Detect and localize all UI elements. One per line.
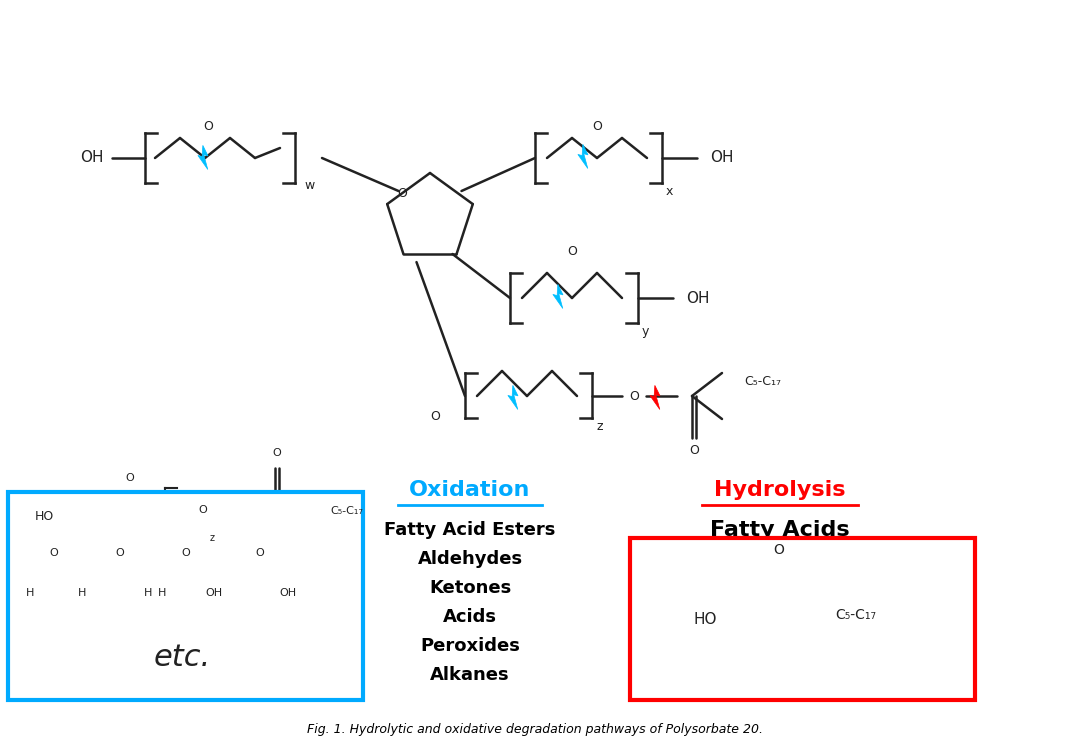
Text: OH: OH	[80, 150, 104, 165]
Text: Oxidation: Oxidation	[410, 480, 531, 500]
Polygon shape	[508, 385, 518, 409]
Bar	[7, 492, 363, 700]
Text: O: O	[689, 444, 699, 456]
Text: Peroxides: Peroxides	[421, 637, 520, 655]
Text: O: O	[203, 120, 213, 132]
Polygon shape	[578, 144, 589, 168]
Text: O: O	[125, 473, 135, 483]
Text: OH: OH	[710, 150, 734, 165]
Text: w: w	[304, 179, 315, 191]
Text: H: H	[78, 588, 87, 598]
Text: z: z	[596, 420, 602, 433]
Text: O: O	[199, 505, 208, 515]
Text: Alkanes: Alkanes	[430, 666, 509, 684]
Text: H: H	[143, 588, 152, 598]
Text: x: x	[666, 185, 673, 198]
Text: O: O	[116, 548, 124, 558]
Text: etc.: etc.	[153, 643, 211, 672]
Text: z: z	[210, 533, 215, 543]
Text: Aldehydes: Aldehydes	[417, 550, 522, 568]
Text: HO: HO	[35, 509, 55, 523]
Text: Fatty Acid Esters: Fatty Acid Esters	[384, 521, 555, 539]
Polygon shape	[649, 385, 660, 409]
Text: HO: HO	[693, 613, 717, 628]
Text: O: O	[182, 548, 190, 558]
Text: O: O	[592, 120, 602, 132]
Text: O: O	[629, 390, 639, 402]
Text: OH: OH	[205, 588, 223, 598]
Text: Hydrolysis: Hydrolysis	[715, 480, 845, 500]
Text: O: O	[256, 548, 264, 558]
Text: Ketones: Ketones	[429, 579, 511, 597]
Text: H: H	[26, 588, 34, 598]
Text: O: O	[273, 448, 281, 458]
Text: O: O	[397, 186, 407, 200]
Polygon shape	[198, 145, 208, 170]
Text: C₅-C₁₇: C₅-C₁₇	[330, 506, 363, 516]
Text: C₅-C₁₇: C₅-C₁₇	[835, 608, 876, 622]
Text: Acids: Acids	[443, 608, 496, 626]
Bar	[630, 538, 975, 700]
Text: O: O	[49, 548, 59, 558]
Text: C₅-C₁₇: C₅-C₁₇	[744, 375, 781, 387]
Text: O: O	[774, 543, 784, 557]
Text: H: H	[157, 588, 166, 598]
Text: Fatty Acids: Fatty Acids	[710, 520, 850, 540]
Text: O: O	[430, 409, 440, 423]
Text: O: O	[567, 245, 577, 257]
Text: y: y	[642, 325, 649, 338]
Text: OH: OH	[686, 290, 709, 305]
Text: OH: OH	[279, 588, 296, 598]
Polygon shape	[553, 284, 563, 308]
Text: Fig. 1. Hydrolytic and oxidative degradation pathways of Polysorbate 20.: Fig. 1. Hydrolytic and oxidative degrada…	[307, 723, 763, 737]
